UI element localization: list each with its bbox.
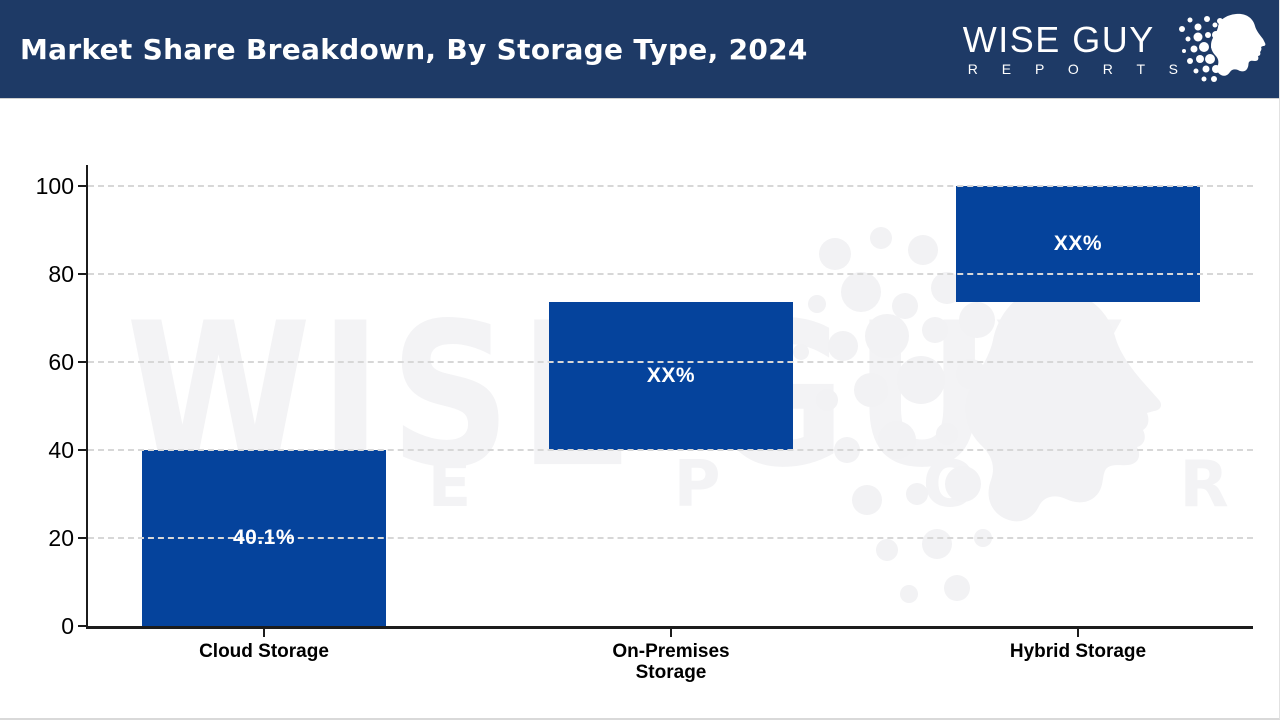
- y-axis-tick-label: 0: [61, 613, 74, 639]
- y-axis-tick: [78, 449, 86, 451]
- bar-hybrid-storage: [956, 186, 1200, 303]
- page-title: Market Share Breakdown, By Storage Type,…: [20, 32, 808, 66]
- x-axis-label-hybrid-storage: Hybrid Storage: [928, 641, 1228, 662]
- y-axis-tick: [78, 537, 86, 539]
- y-axis-tick-label: 20: [48, 525, 74, 551]
- logo-wordmark: WISE GUY: [962, 18, 1155, 60]
- y-axis-tick-label: 80: [48, 261, 74, 287]
- x-axis-label-cloud-storage: Cloud Storage: [114, 641, 414, 662]
- x-axis-label-line: On-Premises: [612, 641, 730, 662]
- y-axis-tick-label: 60: [48, 349, 74, 375]
- header-bar: Market Share Breakdown, By Storage Type,…: [0, 0, 1279, 99]
- y-axis-tick-label: 40: [48, 437, 74, 463]
- x-axis-tick: [263, 629, 265, 637]
- x-axis-tick: [670, 629, 672, 637]
- y-axis-tick-label: 100: [35, 173, 74, 199]
- y-axis-tick: [78, 361, 86, 363]
- x-axis-label-line: Cloud Storage: [199, 641, 329, 662]
- y-axis-tick: [78, 625, 86, 627]
- y-axis-tick: [78, 273, 86, 275]
- brand-logo-text: WISE GUY R E P O R T S: [962, 18, 1188, 77]
- logo-subtext: R E P O R T S: [967, 60, 1188, 77]
- brand-logo: WISE GUY R E P O R T S: [963, 7, 1268, 91]
- y-axis-tick: [78, 185, 86, 187]
- bar-cloud-storage: [142, 449, 386, 626]
- x-axis-label-line: Storage: [635, 662, 707, 683]
- x-axis-line: [86, 626, 1253, 629]
- x-axis-label-line: Hybrid Storage: [1009, 641, 1147, 662]
- bar-on-premises-storage: [549, 302, 793, 450]
- logo-face-icon: [1179, 13, 1266, 82]
- watermark-face-icon: [793, 223, 1162, 603]
- y-axis-line: [86, 165, 88, 629]
- x-axis-tick: [1077, 629, 1079, 637]
- x-axis-label-on-premises-storage: On-Premises Storage: [521, 641, 821, 683]
